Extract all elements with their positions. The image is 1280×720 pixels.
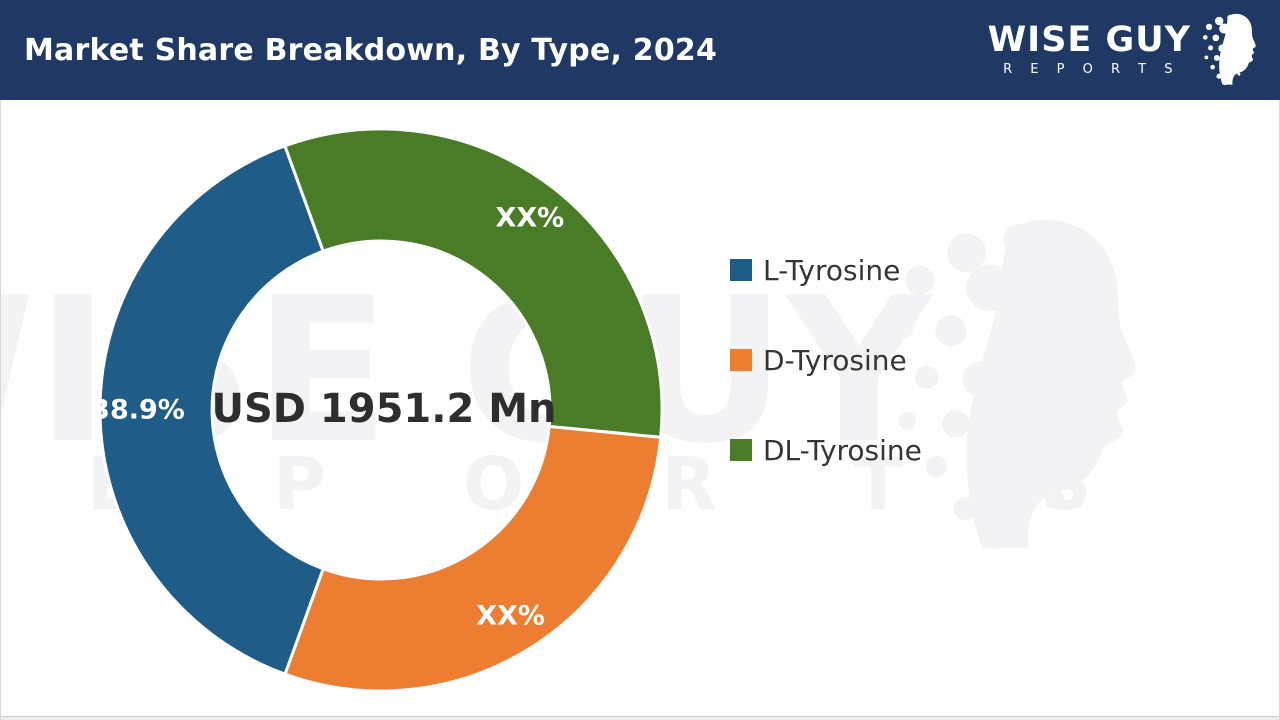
legend-swatch <box>730 349 752 371</box>
page-title: Market Share Breakdown, By Type, 2024 <box>24 32 718 68</box>
bottom-strip <box>1 717 1279 720</box>
chart-area: WISE GUY R E P O R T S USD 1951.2 Mn L-T… <box>0 100 1280 720</box>
center-value: USD 1951.2 Mn <box>211 386 557 432</box>
legend-swatch <box>730 259 752 281</box>
donut-slice-d-tyrosine <box>283 424 663 693</box>
brand-name: WISE GUY <box>987 20 1191 60</box>
brand-logo: WISE GUY R E P O R T S <box>988 12 1262 88</box>
legend: L-Tyrosine D-Tyrosine DL-Tyrosine <box>730 253 922 467</box>
slice-label-dl-tyrosine: XX% <box>495 202 565 234</box>
legend-item-dl-tyrosine: DL-Tyrosine <box>730 433 922 467</box>
slice-label-l-tyrosine: 38.9% <box>91 394 185 426</box>
bottom-border <box>1 716 1279 717</box>
header: Market Share Breakdown, By Type, 2024 WI… <box>0 0 1280 100</box>
face-profile-icon <box>1202 13 1256 86</box>
slice-label-d-tyrosine: XX% <box>476 600 545 632</box>
donut-chart <box>98 127 664 693</box>
brand-subtitle: R E P O R T S <box>1003 62 1180 77</box>
legend-label: D-Tyrosine <box>763 343 907 377</box>
legend-item-l-tyrosine: L-Tyrosine <box>730 253 922 287</box>
donut-slice-l-tyrosine <box>98 144 325 676</box>
brand-logo-text: WISE GUY R E P O R T S <box>987 20 1191 78</box>
legend-label: L-Tyrosine <box>763 253 901 287</box>
legend-label: DL-Tyrosine <box>763 433 922 467</box>
legend-swatch <box>730 439 752 461</box>
donut-slice-dl-tyrosine <box>283 127 664 439</box>
legend-item-d-tyrosine: D-Tyrosine <box>730 343 922 377</box>
